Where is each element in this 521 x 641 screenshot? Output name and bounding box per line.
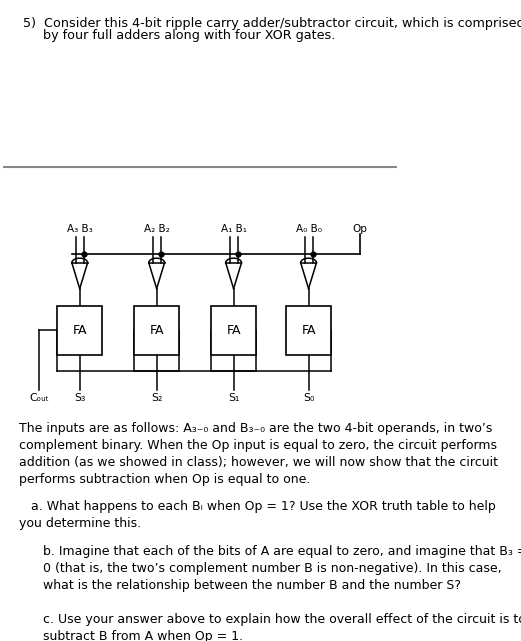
Text: A₂ B₂: A₂ B₂: [144, 224, 169, 234]
Text: A₃ B₃: A₃ B₃: [67, 224, 93, 234]
Text: FA: FA: [72, 324, 87, 337]
Text: b. Imagine that each of the bits of A are equal to zero, and imagine that B₃ =
 : b. Imagine that each of the bits of A ar…: [19, 545, 521, 592]
Text: a. What happens to each Bᵢ when Op = 1? Use the XOR truth table to help
you dete: a. What happens to each Bᵢ when Op = 1? …: [19, 499, 495, 529]
Bar: [211, 306, 256, 354]
Text: Op: Op: [352, 224, 367, 234]
Text: S₃: S₃: [74, 393, 85, 403]
Text: S₂: S₂: [151, 393, 163, 403]
Text: A₀ B₀: A₀ B₀: [295, 224, 321, 234]
Text: S₀: S₀: [303, 393, 314, 403]
Text: FA: FA: [150, 324, 164, 337]
Bar: [57, 306, 103, 354]
Text: c. Use your answer above to explain how the overall effect of the circuit is to
: c. Use your answer above to explain how …: [19, 613, 521, 641]
Bar: [286, 306, 331, 354]
Text: FA: FA: [226, 324, 241, 337]
Bar: [134, 306, 179, 354]
Text: FA: FA: [301, 324, 316, 337]
Text: Cₒᵤₜ: Cₒᵤₜ: [29, 393, 49, 403]
Text: 5)  Consider this 4-bit ripple carry adder/subtractor circuit, which is comprise: 5) Consider this 4-bit ripple carry adde…: [22, 17, 521, 30]
Text: by four full adders along with four XOR gates.: by four full adders along with four XOR …: [22, 29, 335, 42]
Text: The inputs are as follows: A₃₋₀ and B₃₋₀ are the two 4-bit operands, in two’s
co: The inputs are as follows: A₃₋₀ and B₃₋₀…: [19, 422, 498, 486]
Text: S₁: S₁: [228, 393, 239, 403]
Text: A₁ B₁: A₁ B₁: [220, 224, 246, 234]
